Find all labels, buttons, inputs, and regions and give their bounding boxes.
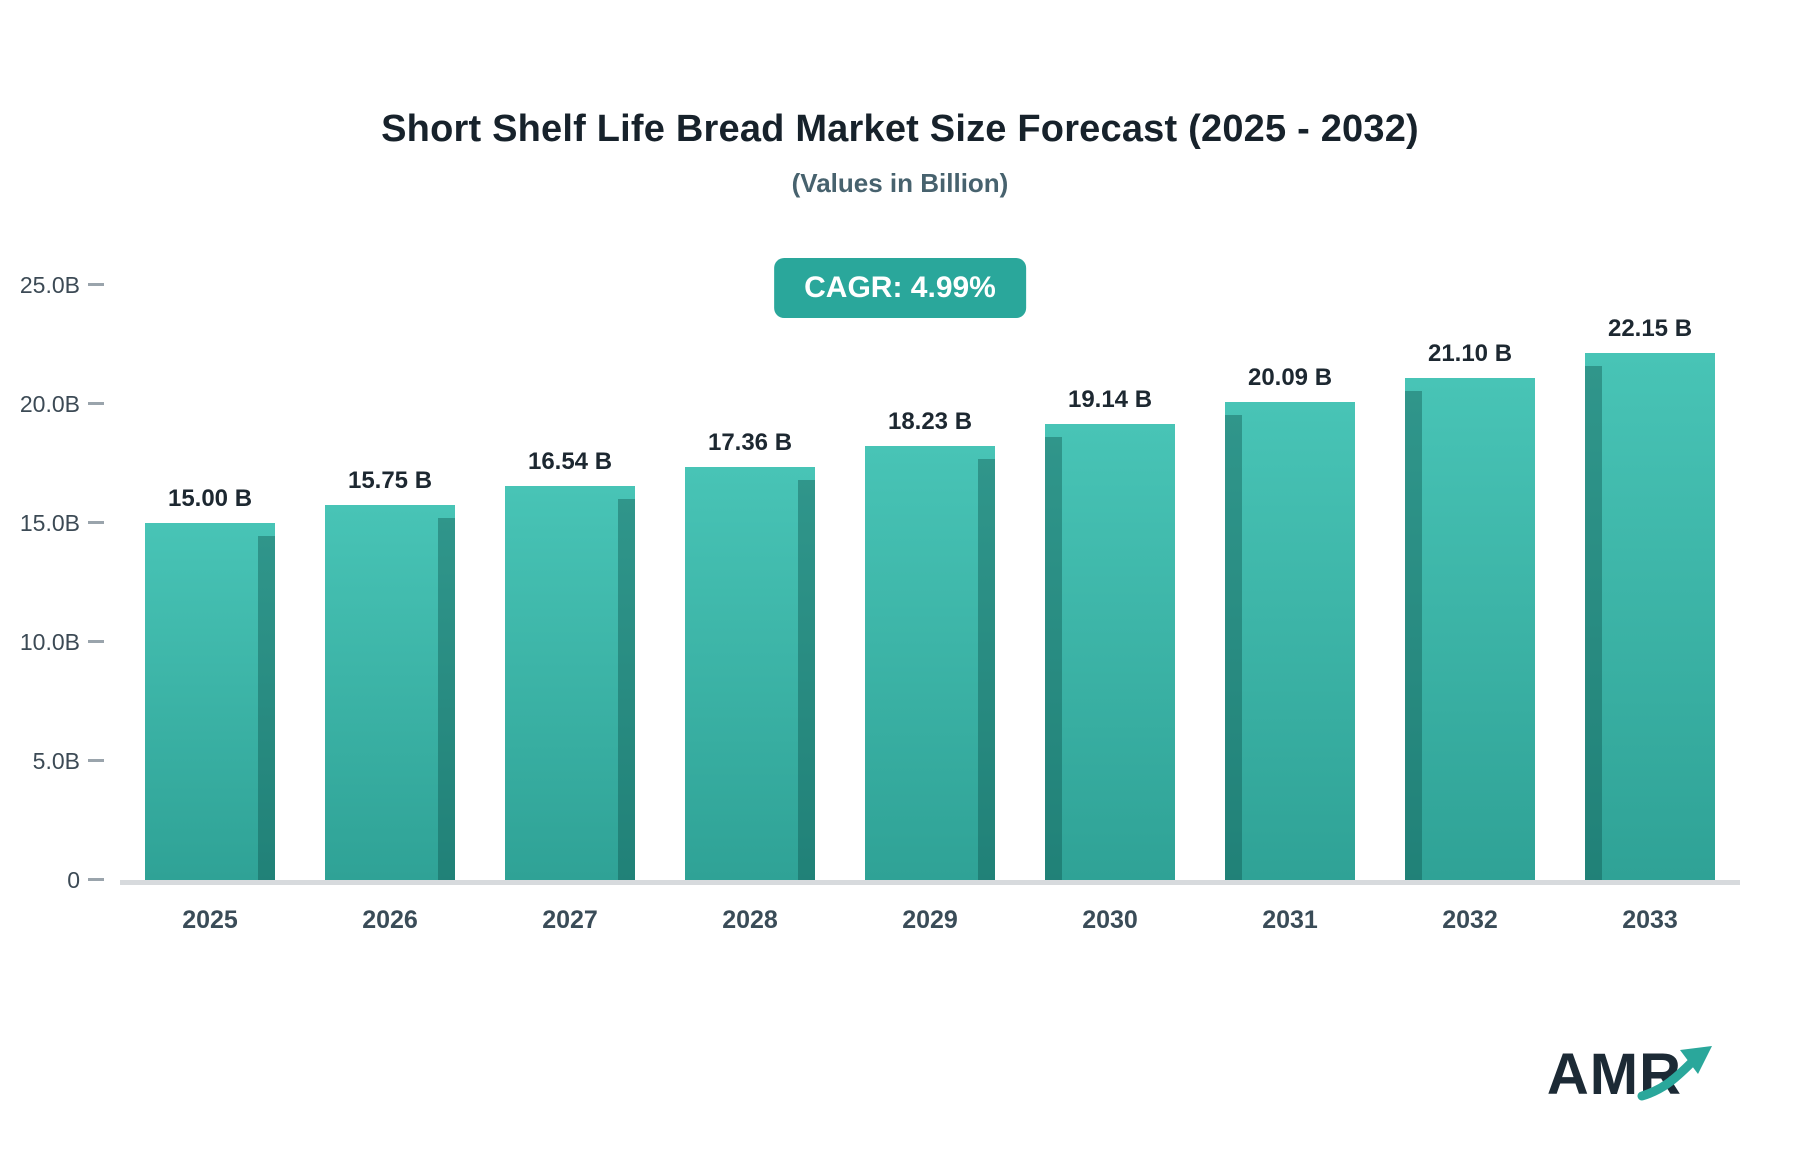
chart-title: Short Shelf Life Bread Market Size Forec… xyxy=(381,108,1419,150)
bar-value-label: 21.10 B xyxy=(1427,339,1513,367)
x-axis-label: 2025 xyxy=(182,906,238,934)
growth-arrow-icon xyxy=(1637,1046,1712,1101)
y-axis-tick-label: 20.0B xyxy=(19,391,80,417)
bar xyxy=(865,446,995,880)
bar-slot: 22.15 B xyxy=(1560,290,1740,880)
bar-value-label: 22.15 B xyxy=(1607,314,1693,342)
plot-area: 25.0B 20.0B 15.0B 10.0B 5.0B 0 15.00 B 15.75 B 1… xyxy=(20,272,1740,893)
bar-side-face xyxy=(618,499,635,880)
y-axis-tick-mark xyxy=(88,878,104,881)
bar-side-face xyxy=(1585,365,1602,880)
bar-slot: 18.23 B xyxy=(840,290,1020,880)
x-axis-label: 2032 xyxy=(1442,906,1498,934)
bar-slot: 15.75 B xyxy=(300,290,480,880)
y-axis-tick-label: 25.0B xyxy=(19,272,80,298)
x-axis-label: 2029 xyxy=(902,906,958,934)
bar xyxy=(145,523,275,880)
x-axis-label: 2031 xyxy=(1262,906,1318,934)
bar-side-face xyxy=(1225,414,1242,880)
bar-value-label: 18.23 B xyxy=(887,408,973,436)
y-axis-tick-mark xyxy=(88,759,104,762)
bar-side-face xyxy=(1045,437,1062,880)
bar xyxy=(1585,352,1715,880)
bar-side-face xyxy=(1405,390,1422,880)
y-axis-tick-mark xyxy=(88,640,104,643)
bar xyxy=(1045,424,1175,880)
bar-side-face xyxy=(438,518,455,880)
bar-value-label: 15.75 B xyxy=(347,467,433,495)
y-axis-tick-label: 10.0B xyxy=(19,629,80,655)
bar-slot: 19.14 B xyxy=(1020,290,1200,880)
bar-side-face xyxy=(978,459,995,880)
bar xyxy=(685,466,815,880)
bar-slot: 21.10 B xyxy=(1380,290,1560,880)
y-axis-tick-label: 0 xyxy=(67,867,80,893)
bar-side-face xyxy=(798,479,815,880)
cagr-badge: CAGR: 4.99% xyxy=(774,258,1026,318)
bar-slot: 16.54 B xyxy=(480,290,660,880)
y-axis-tick-label: 15.0B xyxy=(19,510,80,536)
bar-value-label: 15.00 B xyxy=(167,485,253,512)
bar xyxy=(505,486,635,880)
x-axis-label: 2027 xyxy=(542,906,598,934)
chart-subtitle: (Values in Billion) xyxy=(791,168,1009,198)
y-axis-tick-mark xyxy=(88,283,104,286)
bar xyxy=(325,505,455,880)
bar-value-label: 17.36 B xyxy=(707,428,793,456)
y-axis-tick-label: 5.0B xyxy=(32,748,80,774)
bar-slot: 20.09 B xyxy=(1200,290,1380,880)
bar xyxy=(1405,377,1535,880)
bar-side-face xyxy=(258,536,275,880)
bar-value-label: 20.09 B xyxy=(1247,363,1333,391)
bar-chart: 25.0B 20.0B 15.0B 10.0B 5.0B 0 15.00 B 15.75 B 1… xyxy=(20,270,1740,1030)
x-axis-labels: 2025 2026 2027 2028 2029 2030 2031 2032 2033 xyxy=(120,906,1740,935)
bar-value-label: 16.54 B xyxy=(527,448,613,476)
bar-slot: 17.36 B xyxy=(660,290,840,880)
x-axis-label: 2033 xyxy=(1622,906,1678,934)
x-axis-label: 2028 xyxy=(722,906,778,934)
y-axis-tick-mark xyxy=(88,521,104,524)
x-axis-label: 2026 xyxy=(362,906,418,934)
x-axis-label: 2030 xyxy=(1082,906,1138,934)
bar xyxy=(1225,401,1355,880)
y-axis-tick-mark xyxy=(88,402,104,405)
amr-logo: AMR xyxy=(1547,1046,1712,1104)
bar-value-label: 19.14 B xyxy=(1067,386,1153,414)
bar-slot: 15.00 B xyxy=(120,290,300,880)
